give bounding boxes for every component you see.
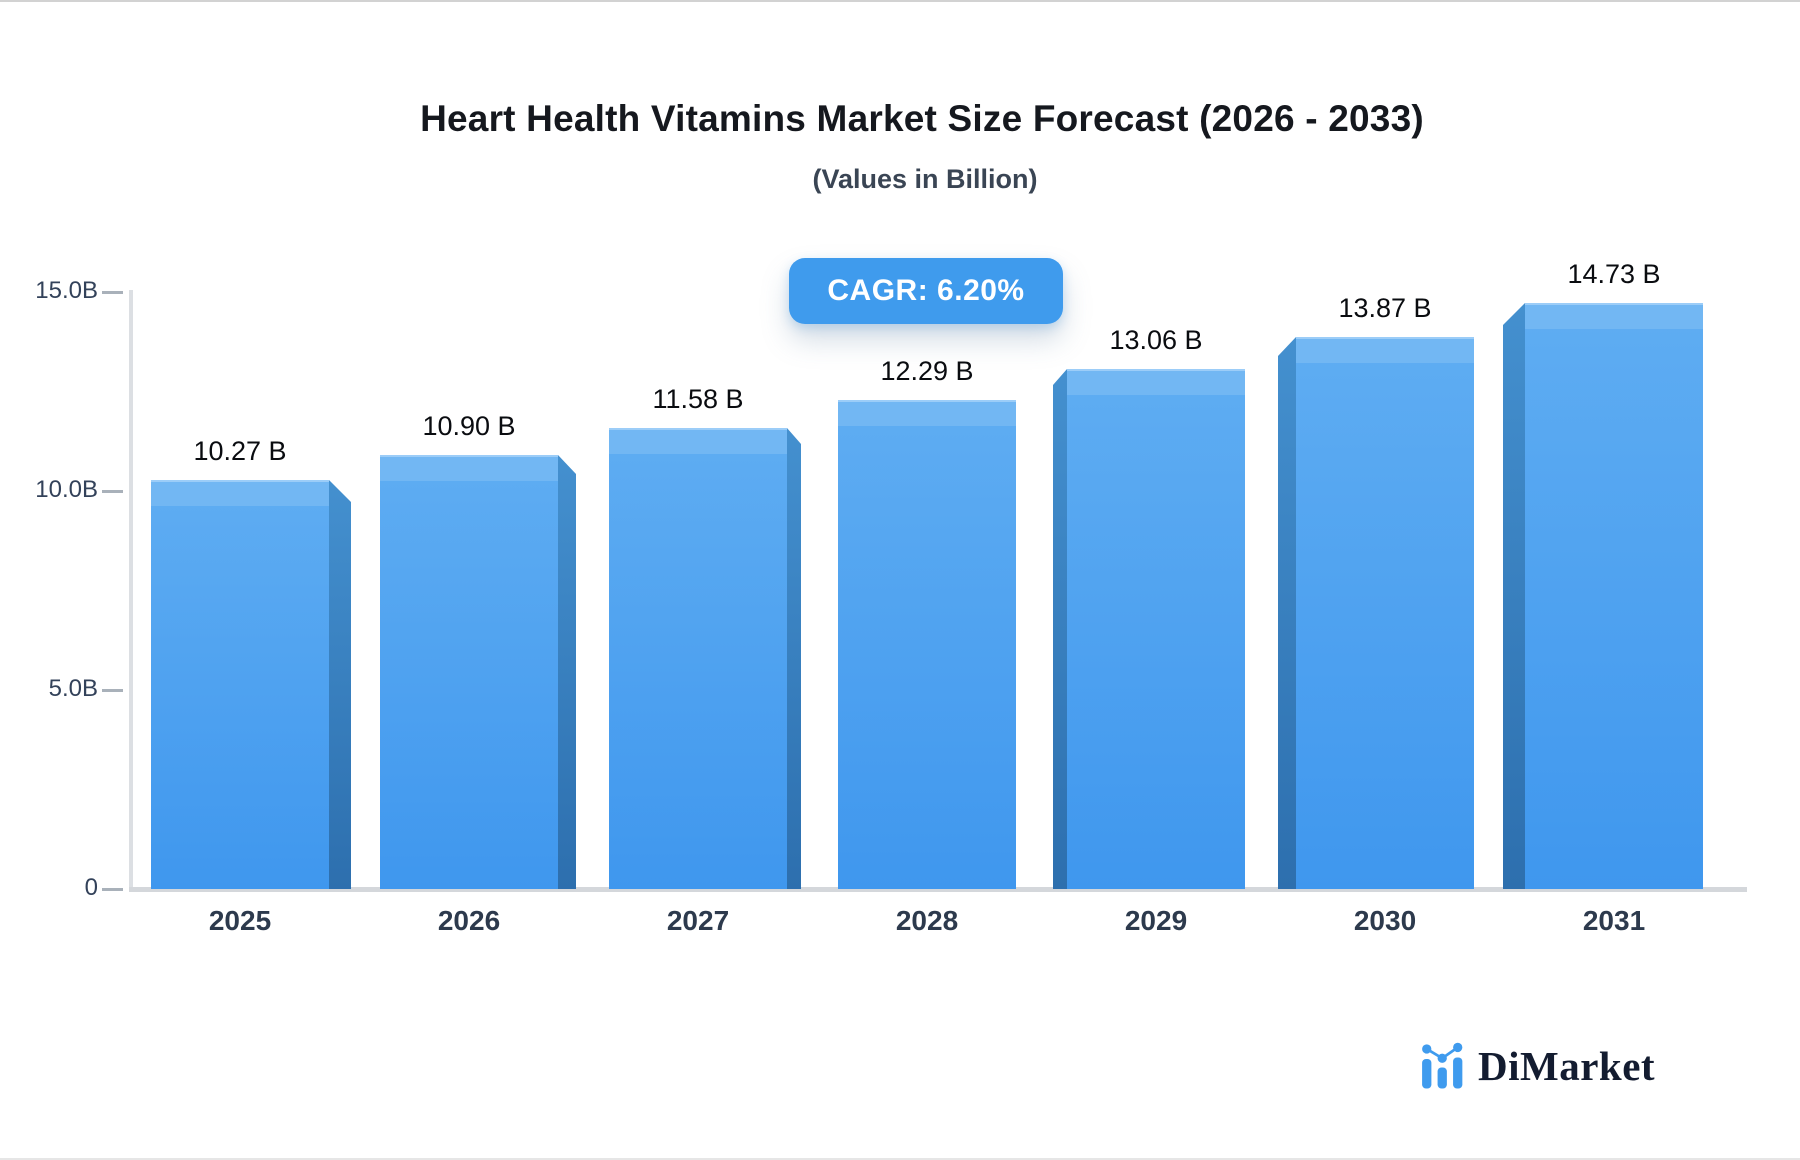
bar-2031[interactable]	[1525, 303, 1703, 889]
bar-2028[interactable]	[838, 400, 1016, 889]
bar-side-face	[329, 480, 351, 889]
y-axis-label: 10.0B	[35, 476, 98, 503]
bar-2029[interactable]	[1067, 369, 1245, 889]
bar-2027[interactable]	[609, 428, 787, 889]
bar-top-cap	[151, 480, 329, 506]
bar-top-cap	[1067, 369, 1245, 395]
y-axis-label: 15.0B	[35, 277, 98, 304]
y-axis-tick	[102, 888, 123, 891]
bar-side-face	[787, 428, 801, 889]
brand-logo: DiMarket	[1420, 1042, 1655, 1090]
chart-title: Heart Health Vitamins Market Size Foreca…	[420, 98, 1424, 139]
bar-top-cap	[380, 455, 558, 481]
bar-value-label: 10.27 B	[193, 436, 287, 466]
bar-side-face	[1278, 337, 1296, 889]
bar-2026[interactable]	[380, 455, 558, 889]
y-axis-label: 5.0B	[48, 675, 98, 702]
y-axis-tick	[102, 689, 123, 692]
bar-2030[interactable]	[1296, 337, 1474, 889]
bar-2025[interactable]	[151, 480, 329, 889]
x-axis-line	[129, 887, 1747, 892]
bar-value-label: 14.73 B	[1567, 259, 1661, 289]
x-axis-label: 2027	[666, 905, 730, 936]
bar-top-cap	[609, 428, 787, 454]
mini-bar-chart-icon	[1420, 1042, 1466, 1090]
cagr-badge: CAGR: 6.20%	[789, 258, 1063, 324]
x-axis-label: 2025	[208, 905, 272, 936]
brand-logo-text: DiMarket	[1478, 1043, 1656, 1089]
x-axis-label: 2030	[1353, 905, 1417, 936]
bar-side-face	[1053, 369, 1067, 889]
y-axis-tick	[102, 490, 123, 493]
bar-value-label: 10.90 B	[422, 411, 516, 441]
y-axis-label: 0	[84, 874, 98, 901]
x-axis-label: 2031	[1582, 905, 1646, 936]
bar-value-label: 12.29 B	[880, 356, 974, 386]
x-axis-label: 2028	[895, 905, 959, 936]
bar-value-label: 13.87 B	[1338, 293, 1432, 323]
bar-side-face	[1503, 303, 1525, 889]
bar-value-label: 13.06 B	[1109, 325, 1203, 355]
bar-top-cap	[1525, 303, 1703, 329]
chart-subtitle: (Values in Billion)	[812, 164, 1038, 194]
x-axis-label: 2026	[437, 905, 501, 936]
bar-top-cap	[838, 400, 1016, 426]
bar-side-face	[558, 455, 576, 889]
y-axis-line	[129, 290, 133, 891]
y-axis-tick	[102, 291, 123, 294]
bar-value-label: 11.58 B	[652, 384, 744, 414]
bar-top-cap	[1296, 337, 1474, 363]
x-axis-label: 2029	[1124, 905, 1188, 936]
